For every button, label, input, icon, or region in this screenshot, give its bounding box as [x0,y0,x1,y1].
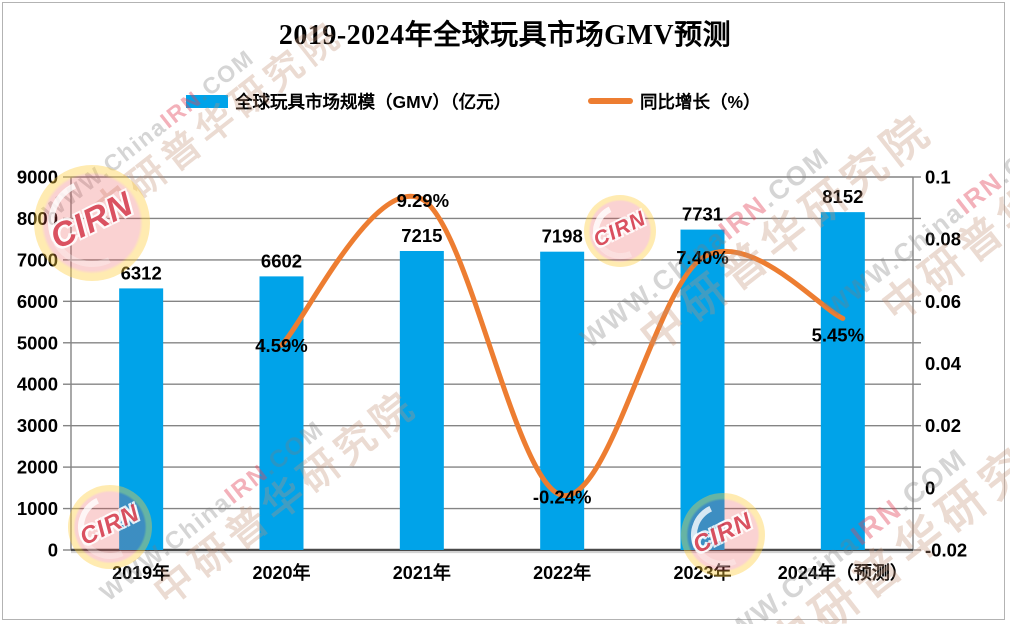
left-axis-label: 2000 [17,457,58,478]
left-axis-label: 0 [48,540,58,561]
legend-label-gmv: 全球玩具市场规模（GMV）（亿元） [235,91,512,112]
x-axis-label: 2021年 [393,562,451,583]
right-axis-label: 0.02 [925,415,961,436]
legend-swatch-line [588,98,633,104]
x-axis-label: 2023年 [673,562,731,583]
left-axis-label: 6000 [17,291,58,312]
legend-item-growth: 同比增长（%） [588,88,761,114]
left-axis-label: 7000 [17,249,58,270]
x-axis-label: 2024年（预测） [778,562,908,583]
right-axis-label: 0.08 [925,229,961,250]
line-value-label: 5.45% [812,324,864,345]
right-axis-label: 0.04 [925,353,962,374]
growth-line [279,193,846,498]
bar-2024年（预测） [820,212,865,550]
bar-value-label: 7731 [682,204,723,225]
x-axis-label: 2019年 [112,562,170,583]
bar-2019年 [119,288,164,550]
left-axis-label: 5000 [17,332,58,353]
x-axis-label: 2022年 [533,562,591,583]
bar-2023年 [680,229,725,550]
bar-2020年 [259,276,304,550]
left-axis-label: 8000 [17,208,58,229]
right-axis-label: 0.06 [925,291,961,312]
chart-title: 2019-2024年全球玩具市场GMV预测 [278,20,732,51]
bar-value-label: 7215 [401,225,442,246]
legend-swatch-bar [186,94,228,108]
left-axis-label: 9000 [17,167,58,188]
line-value-label: 7.40% [676,247,728,268]
line-value-label: 9.29% [397,190,449,211]
bar-value-label: 6602 [261,250,302,271]
line-value-label: -0.24% [533,486,592,507]
right-axis-label: -0.02 [925,540,967,561]
bar-value-label: 6312 [121,262,162,283]
left-axis-label: 3000 [17,415,58,436]
right-axis-label: 0.1 [925,167,951,188]
line-value-label: 4.59% [255,335,307,356]
legend-label-growth: 同比增长（%） [640,91,761,112]
x-axis-label: 2020年 [252,562,310,583]
bar-value-label: 7198 [542,226,583,247]
legend-item-gmv: 全球玩具市场规模（GMV）（亿元） [186,88,511,114]
left-axis-label: 4000 [17,374,58,395]
bar-value-label: 8152 [822,186,863,207]
bar-2022年 [540,251,585,550]
right-axis-label: 0 [925,477,935,498]
bar-2021年 [399,250,444,550]
left-axis-label: 1000 [17,498,58,519]
